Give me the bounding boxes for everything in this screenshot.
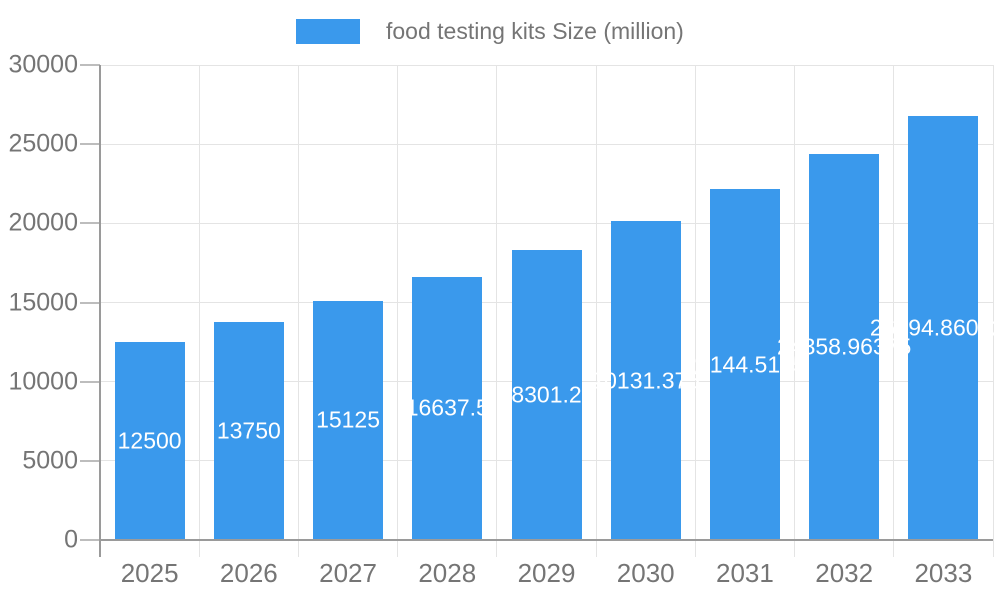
x-tick-label: 2033	[914, 558, 973, 588]
y-tick-label: 10000	[8, 367, 78, 396]
y-tick-label: 15000	[8, 288, 78, 316]
x-gridline	[893, 65, 895, 557]
x-tick-label: 2028	[418, 558, 477, 588]
x-gridline	[595, 65, 597, 557]
y-axis-tick	[80, 301, 100, 304]
bar-value-label: 20131.375	[591, 367, 701, 394]
y-gridline	[100, 64, 993, 66]
bar-value-label: 16637.5	[405, 394, 489, 421]
y-axis-tick	[80, 380, 100, 383]
x-tick-label: 2025	[120, 558, 179, 588]
y-gridline	[100, 143, 993, 145]
y-axis-tick	[80, 143, 100, 146]
x-gridline	[694, 65, 696, 557]
legend-label: food testing kits Size (million)	[386, 18, 684, 44]
y-tick-label: 25000	[8, 129, 78, 158]
x-gridline	[794, 65, 796, 557]
x-axis-line	[100, 539, 993, 541]
y-tick-label: 5000	[22, 446, 78, 475]
bar[interactable]	[908, 115, 979, 540]
x-gridline	[297, 65, 299, 557]
y-tick-label: 0	[64, 525, 78, 554]
bar[interactable]	[313, 300, 384, 540]
bar[interactable]	[709, 189, 780, 540]
y-axis-tick	[80, 459, 100, 462]
bar-value-label: 18301.25	[498, 381, 595, 408]
bar[interactable]	[511, 250, 582, 540]
bar[interactable]	[610, 221, 681, 540]
y-gridline	[100, 222, 993, 224]
bar-value-label: 12500	[117, 427, 182, 454]
y-axis-tick	[80, 64, 100, 66]
bar-value-label: 22144.5125	[684, 351, 806, 378]
x-gridline	[397, 65, 399, 557]
bar[interactable]	[213, 322, 284, 540]
y-tick-label: 20000	[8, 208, 78, 237]
x-tick-label: 2032	[815, 558, 874, 588]
bar[interactable]	[412, 276, 483, 540]
x-gridline	[496, 65, 498, 557]
bar-value-label: 26794.860125	[869, 314, 1000, 341]
legend-swatch	[296, 19, 360, 44]
bar[interactable]	[809, 154, 880, 540]
legend[interactable]: food testing kits Size (million)	[296, 18, 684, 45]
bar-value-label: 13750	[216, 417, 281, 444]
x-tick-label: 2030	[616, 558, 675, 588]
x-tick-label: 2027	[319, 558, 377, 588]
y-tick-label: 30000	[8, 50, 78, 79]
x-tick-label: 2026	[219, 558, 278, 588]
bar[interactable]	[114, 342, 185, 540]
y-axis-tick	[80, 222, 100, 225]
y-axis-line	[99, 65, 101, 557]
x-tick-label: 2029	[517, 558, 576, 588]
bar-value-label: 24358.96375	[777, 333, 912, 360]
y-axis-tick	[80, 539, 100, 541]
x-tick-label: 2031	[716, 558, 774, 588]
x-gridline	[198, 65, 200, 557]
x-gridline	[992, 65, 994, 557]
bar-value-label: 15125	[316, 406, 381, 433]
